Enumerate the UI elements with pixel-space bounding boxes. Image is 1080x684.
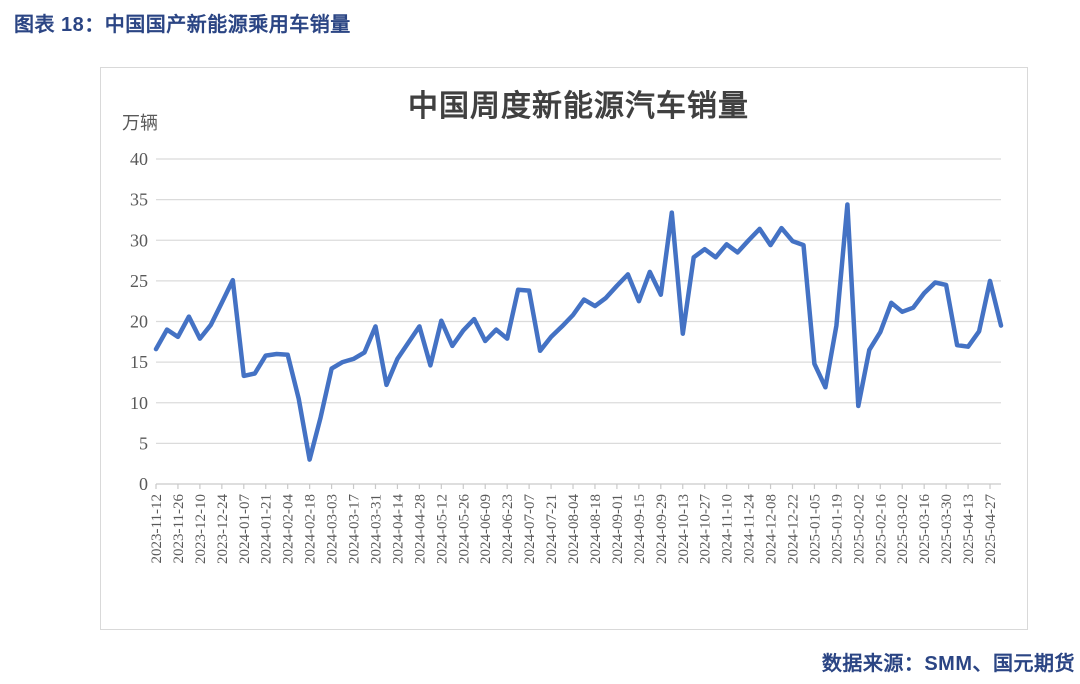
x-tick-label: 2024-03-03 — [325, 494, 341, 564]
x-tick-label: 2024-04-14 — [390, 494, 406, 564]
x-tick-label: 2025-02-02 — [851, 494, 867, 564]
y-tick-label: 10 — [130, 393, 148, 413]
x-tick-label: 2024-07-07 — [522, 494, 538, 564]
x-tick-label: 2024-03-31 — [368, 494, 384, 564]
series-line — [153, 202, 1004, 462]
y-tick-label: 25 — [130, 271, 148, 291]
y-tick-label: 5 — [139, 433, 148, 453]
chart-frame: 中国周度新能源汽车销量 万辆 0 5 10 15 20 25 30 35 40 2023-11-1… — [100, 67, 1028, 630]
x-tick-label: 2025-03-30 — [939, 494, 955, 564]
x-tick-label: 2025-03-16 — [917, 494, 933, 564]
y-tick-label: 35 — [130, 190, 148, 210]
y-tick-label: 40 — [130, 149, 148, 169]
x-axis-labels: 2023-11-12 2023-11-26 2023-12-10 2023-12-24… — [149, 484, 999, 564]
x-tick-label: 2024-02-18 — [303, 494, 319, 564]
x-tick-label: 2023-11-26 — [171, 494, 187, 564]
gridlines — [156, 158, 1001, 485]
x-tick-label: 2024-12-22 — [785, 494, 801, 564]
y-tick-label: 20 — [130, 312, 148, 332]
x-tick-label: 2024-04-28 — [412, 494, 428, 564]
x-tick-label: 2024-01-07 — [237, 494, 253, 564]
x-tick-label: 2024-10-13 — [676, 494, 692, 564]
x-tick-label: 2025-02-16 — [873, 494, 889, 564]
x-tick-label: 2024-03-17 — [347, 494, 363, 564]
y-tick-label: 15 — [130, 352, 148, 372]
x-tick-label: 2024-12-08 — [764, 494, 780, 564]
x-tick-label: 2024-09-01 — [610, 494, 626, 564]
x-tick-label: 2023-11-12 — [149, 494, 165, 563]
y-axis-labels: 0 5 10 15 20 25 30 35 40 — [130, 149, 148, 494]
x-tick-label: 2024-11-10 — [720, 494, 736, 563]
x-tick-label: 2024-01-21 — [259, 494, 275, 564]
x-tick-label: 2024-08-04 — [566, 494, 582, 564]
y-tick-label: 30 — [130, 230, 148, 250]
x-tick-label: 2024-07-21 — [544, 494, 560, 564]
x-tick-label: 2024-11-24 — [742, 494, 758, 564]
y-axis-unit-label: 万辆 — [122, 113, 158, 133]
data-source-note: 数据来源：SMM、国元期货 — [821, 653, 1075, 675]
x-tick-label: 2025-04-27 — [983, 494, 999, 564]
x-tick-label: 2024-09-15 — [632, 494, 648, 564]
x-tick-label: 2023-12-24 — [215, 494, 231, 564]
x-tick-label: 2024-06-23 — [500, 494, 516, 564]
x-tick-label: 2023-12-10 — [193, 494, 209, 564]
x-tick-label: 2024-09-29 — [654, 494, 670, 564]
x-tick-label: 2024-10-27 — [698, 494, 714, 564]
x-tick-label: 2024-02-04 — [281, 494, 297, 564]
page-title: 图表 18：中国国产新能源乘用车销量 — [14, 14, 351, 36]
x-tick-label: 2025-01-19 — [829, 494, 845, 564]
x-tick-label: 2024-05-26 — [456, 494, 472, 564]
x-tick-label: 2024-06-09 — [478, 494, 494, 564]
chart-title: 中国周度新能源汽车销量 — [408, 90, 749, 123]
y-tick-label: 0 — [139, 474, 148, 494]
x-tick-label: 2024-05-12 — [434, 494, 450, 564]
x-tick-label: 2024-08-18 — [588, 494, 604, 564]
x-tick-label: 2025-04-13 — [961, 494, 977, 564]
x-tick-label: 2025-01-05 — [807, 494, 823, 564]
x-tick-label: 2025-03-02 — [895, 494, 911, 564]
